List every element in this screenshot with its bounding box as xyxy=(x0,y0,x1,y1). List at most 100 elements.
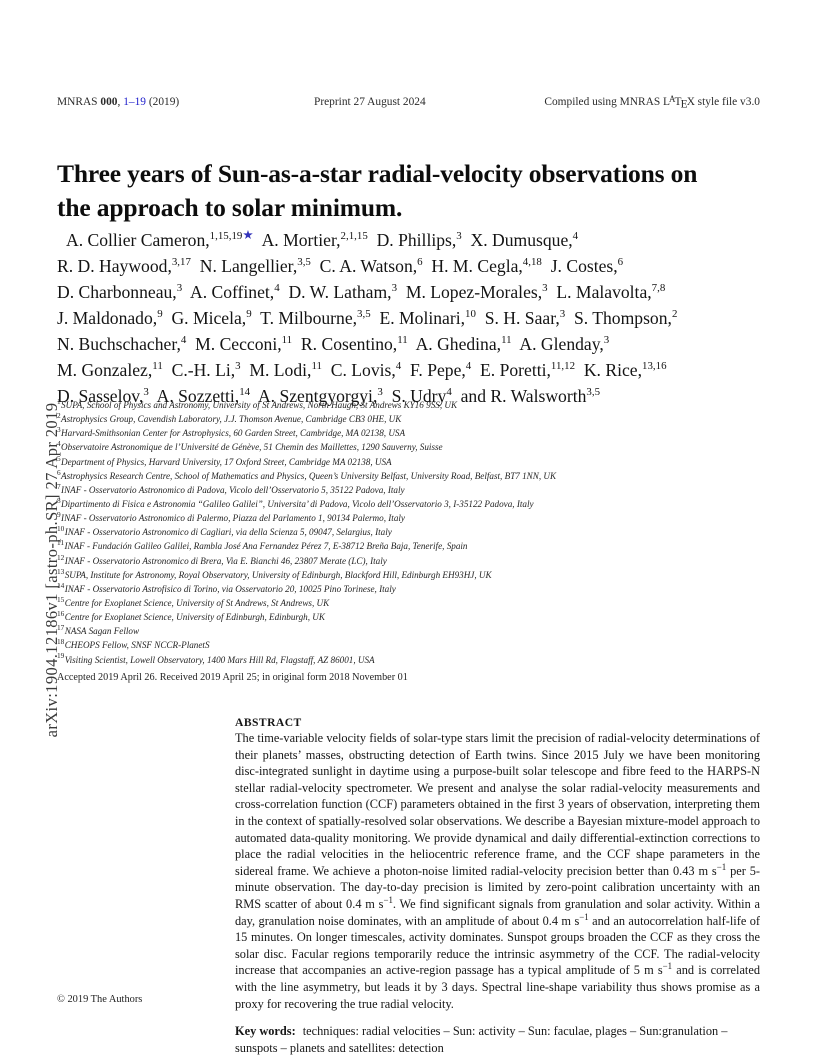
author-affiliation-marker: 3 xyxy=(235,359,241,372)
author-name: E. Poretti, xyxy=(480,359,551,380)
author-entry: M. Cecconi,11 xyxy=(195,334,292,354)
author-affiliation-marker: 14 xyxy=(239,385,251,398)
affiliation-entry: 1SUPA, School of Physics and Astronomy, … xyxy=(57,398,792,412)
affiliation-number: 18 xyxy=(57,637,65,647)
author-affiliation-marker: 3,5 xyxy=(586,385,601,398)
author-entry: E. Molinari,10 xyxy=(379,308,475,328)
affiliation-number: 1 xyxy=(57,396,61,406)
affiliation-text: Astrophysics Research Centre, School of … xyxy=(61,470,557,481)
compiled-with-note: Compiled using MNRAS LATEX style file v3… xyxy=(544,94,760,111)
author-affiliation-marker: 3,5 xyxy=(357,307,371,320)
author-name: K. Rice, xyxy=(583,359,642,380)
author-name: C. A. Watson, xyxy=(319,255,418,276)
affiliation-list: 1SUPA, School of Physics and Astronomy, … xyxy=(57,398,792,667)
compiled-suffix: style file v3.0 xyxy=(697,96,760,108)
journal-name: MNRAS xyxy=(57,96,98,108)
author-name: J. Costes, xyxy=(550,255,618,276)
author-name: A. Collier Cameron, xyxy=(66,230,210,250)
affiliation-entry: 14INAF - Osservatorio Astrofisico di Tor… xyxy=(57,582,792,596)
author-affiliation-marker: 3 xyxy=(456,230,462,243)
affiliation-number: 10 xyxy=(57,524,65,534)
affiliation-number: 11 xyxy=(57,538,65,548)
preprint-date: Preprint 27 August 2024 xyxy=(314,96,426,108)
affiliation-entry: 15Centre for Exoplanet Science, Universi… xyxy=(57,596,792,610)
volume-comma: , xyxy=(117,96,121,108)
author-name: G. Micela, xyxy=(171,307,247,328)
author-name: C. Lovis, xyxy=(330,359,396,380)
author-entry: M. Lodi,11 xyxy=(249,360,322,380)
author-affiliation-marker: 3 xyxy=(377,385,383,398)
author-entry: A. Sozzetti,14 xyxy=(157,386,250,406)
author-affiliation-marker: 7,8 xyxy=(651,282,666,295)
author-name: S. Udry xyxy=(391,385,447,406)
affiliation-text: INAF - Osservatorio Astronomico di Cagli… xyxy=(64,527,392,538)
affiliation-number: 3 xyxy=(57,425,61,435)
affiliation-entry: 12INAF - Osservatorio Astronomico di Bre… xyxy=(57,552,792,568)
author-name: A. Glenday, xyxy=(519,333,604,354)
author-affiliation-marker: 11 xyxy=(152,359,163,372)
author-name: X. Dumusque, xyxy=(470,230,573,250)
author-name: T. Milbourne, xyxy=(260,307,358,328)
author-affiliation-marker: 10 xyxy=(465,307,476,320)
submission-history-line: Accepted 2019 April 26. Received 2019 Ap… xyxy=(57,672,408,683)
abstract-section: ABSTRACT The time-variable velocity fiel… xyxy=(235,716,760,1056)
author-name: and R. Walsworth xyxy=(460,385,587,406)
author-name: A. Ghedina, xyxy=(415,333,502,354)
affiliation-text: Centre for Exoplanet Science, University… xyxy=(64,612,325,623)
author-affiliation-marker: 3,17 xyxy=(171,256,191,269)
author-affiliation-marker: 4 xyxy=(395,359,402,372)
page-range-link[interactable]: 1–19 xyxy=(123,96,146,108)
affiliation-text: Dipartimento di Fisica e Astronomia “Gal… xyxy=(61,498,534,509)
author-name: D. Charbonneau, xyxy=(57,281,177,302)
author-affiliation-marker: 4 xyxy=(446,385,452,398)
keywords-line: Key words: techniques: radial velocities … xyxy=(235,1023,760,1056)
abstract-unit-exp-3: −1 xyxy=(579,911,589,922)
author-entry: M. Gonzalez,11 xyxy=(57,360,163,380)
affiliation-entry: 5Department of Physics, Harvard Universi… xyxy=(57,454,792,469)
author-entry: G. Micela,9 xyxy=(171,308,251,328)
copyright-footer: © 2019 The Authors xyxy=(57,994,143,1005)
affiliation-number: 17 xyxy=(57,623,65,633)
author-entry: F. Pepe,4 xyxy=(410,360,471,380)
corresponding-author-star-icon: ★ xyxy=(242,228,254,243)
author-name: N. Buchschacher, xyxy=(57,333,181,354)
author-affiliation-marker: 6 xyxy=(417,256,423,269)
author-affiliation-marker: 11 xyxy=(281,333,293,346)
author-name: M. Lopez-Morales, xyxy=(405,281,543,302)
author-entry: C. A. Watson,6 xyxy=(320,256,423,276)
affiliation-text: INAF - Osservatorio Astrofisico di Torin… xyxy=(64,583,396,594)
affiliation-entry: 11INAF - Fundación Galileo Galilei, Ramb… xyxy=(57,539,792,553)
author-entry: S. Udry4 xyxy=(392,386,452,406)
affiliation-entry: 9INAF - Osservatorio Astronomico di Pale… xyxy=(57,511,792,525)
author-entry: C.-H. Li,3 xyxy=(172,360,241,380)
author-affiliation-marker: 4 xyxy=(572,230,579,243)
abstract-part-4: and an autocorrelation half-life of 15 m… xyxy=(235,913,760,978)
author-entry: J. Costes,6 xyxy=(551,256,623,276)
author-affiliation-marker: 9 xyxy=(157,307,163,320)
affiliation-text: NASA Sagan Fellow xyxy=(64,626,140,637)
author-name: A. Szentgyorgyi, xyxy=(257,385,378,406)
abstract-unit-exp-4: −1 xyxy=(662,961,673,972)
author-entry: A. Collier Cameron,1,15,19★ xyxy=(66,228,254,250)
compiled-prefix: Compiled using MNRAS xyxy=(544,96,661,108)
author-entry: H. M. Cegla,4,18 xyxy=(431,256,541,276)
affiliation-text: Harvard-Smithsonian Center for Astrophys… xyxy=(61,428,406,439)
running-head: MNRAS 000, 1–19 (2019) Preprint 27 Augus… xyxy=(57,94,760,112)
author-affiliation-marker: 3 xyxy=(143,385,149,398)
affiliation-entry: 7INAF - Osservatorio Astronomico di Pado… xyxy=(57,483,792,497)
affiliation-number: 14 xyxy=(57,580,65,590)
author-entry: A. Szentgyorgyi,3 xyxy=(258,386,383,406)
affiliation-number: 12 xyxy=(57,552,65,562)
author-affiliation-marker: 9 xyxy=(246,307,252,320)
author-entry: D. Phillips,3 xyxy=(377,230,462,250)
keywords-text: techniques: radial velocities – Sun: act… xyxy=(235,1024,728,1055)
affiliation-text: CHEOPS Fellow, SNSF NCCR-PlanetS xyxy=(64,640,210,651)
author-name: N. Langellier, xyxy=(199,255,298,276)
author-name: A. Coffinet, xyxy=(189,281,275,302)
author-entry: L. Malavolta,7,8 xyxy=(556,282,665,302)
abstract-heading: ABSTRACT xyxy=(235,716,302,729)
author-line: J. Maldonado,9 G. Micela,9 T. Milbourne,… xyxy=(57,306,787,332)
author-affiliation-marker: 11 xyxy=(311,359,322,372)
author-name: R. Cosentino, xyxy=(300,333,398,354)
title-line-1: Three years of Sun-as-a-star radial-velo… xyxy=(57,159,698,189)
